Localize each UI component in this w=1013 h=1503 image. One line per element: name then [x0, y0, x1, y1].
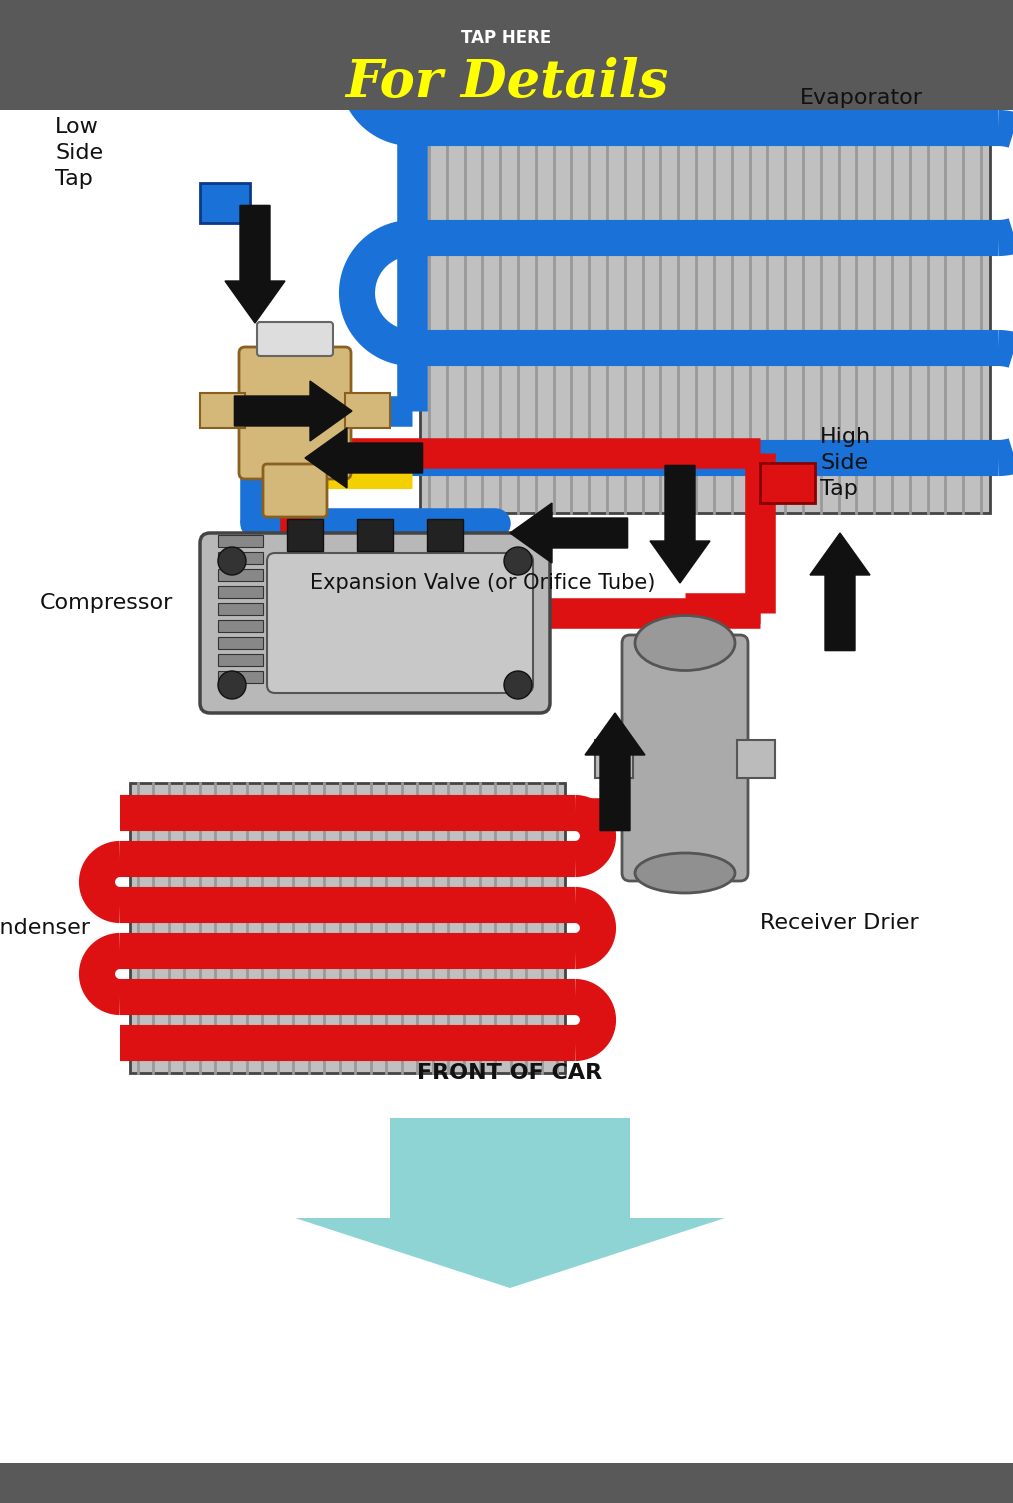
Polygon shape — [810, 534, 870, 651]
Bar — [130, 783, 565, 1073]
Bar — [200, 392, 245, 428]
Polygon shape — [585, 712, 645, 831]
Bar — [218, 654, 263, 666]
Text: High
Side
Tap: High Side Tap — [820, 427, 871, 499]
Bar — [218, 535, 263, 547]
Circle shape — [504, 670, 532, 699]
Bar — [357, 519, 393, 552]
Bar — [218, 637, 263, 649]
Bar — [218, 670, 263, 682]
Text: FRONT OF CAR: FRONT OF CAR — [417, 1063, 603, 1084]
Bar — [0, 1462, 1013, 1503]
Bar — [737, 739, 775, 779]
Text: Compressor: Compressor — [40, 594, 173, 613]
Bar — [420, 143, 990, 513]
Ellipse shape — [635, 854, 735, 893]
Text: Cndenser: Cndenser — [0, 918, 91, 938]
Polygon shape — [510, 504, 628, 564]
Polygon shape — [225, 206, 285, 323]
Polygon shape — [650, 466, 710, 583]
Circle shape — [218, 547, 246, 576]
Bar — [218, 552, 263, 564]
Bar — [218, 621, 263, 631]
Bar — [760, 463, 815, 504]
Bar — [200, 183, 250, 222]
Text: Receiver Drier: Receiver Drier — [760, 912, 919, 933]
Text: Expansion Valve (or Orifice Tube): Expansion Valve (or Orifice Tube) — [310, 573, 655, 594]
Bar — [287, 519, 323, 552]
Bar — [427, 519, 463, 552]
Bar — [0, 0, 1013, 110]
FancyBboxPatch shape — [200, 534, 550, 712]
Text: Low
Side
Tap: Low Side Tap — [55, 117, 103, 189]
FancyBboxPatch shape — [263, 464, 327, 517]
Ellipse shape — [635, 616, 735, 670]
Polygon shape — [234, 380, 352, 440]
Text: Evaporator: Evaporator — [800, 89, 923, 108]
FancyBboxPatch shape — [622, 634, 748, 881]
FancyBboxPatch shape — [257, 322, 333, 356]
Bar — [595, 739, 633, 779]
Circle shape — [218, 670, 246, 699]
Text: TAP HERE: TAP HERE — [461, 29, 552, 47]
FancyBboxPatch shape — [267, 553, 533, 693]
Bar — [345, 392, 390, 428]
FancyBboxPatch shape — [239, 347, 350, 479]
Bar — [218, 570, 263, 582]
Text: For Details: For Details — [344, 57, 669, 108]
Polygon shape — [295, 1118, 725, 1288]
Polygon shape — [305, 428, 422, 488]
Circle shape — [504, 547, 532, 576]
Bar — [218, 603, 263, 615]
Bar — [218, 586, 263, 598]
